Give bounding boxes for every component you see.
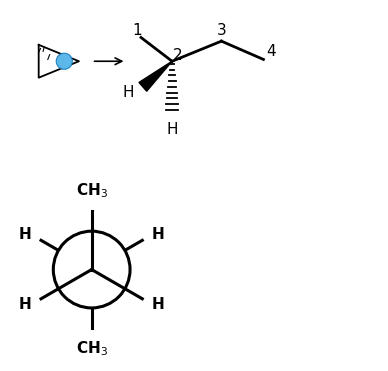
Circle shape (56, 53, 72, 69)
Text: 3: 3 (217, 23, 226, 38)
Text: H: H (152, 297, 165, 312)
Text: H: H (19, 227, 31, 242)
Text: H: H (122, 85, 134, 100)
Text: 2: 2 (173, 48, 182, 63)
Text: H: H (166, 122, 178, 137)
Text: 4: 4 (266, 43, 275, 59)
Text: H: H (152, 227, 165, 242)
Polygon shape (139, 61, 172, 91)
Text: 1: 1 (133, 23, 142, 38)
Text: H: H (19, 297, 31, 312)
Circle shape (53, 231, 130, 308)
Text: CH$_3$: CH$_3$ (76, 181, 107, 200)
Text: CH$_3$: CH$_3$ (76, 339, 107, 358)
